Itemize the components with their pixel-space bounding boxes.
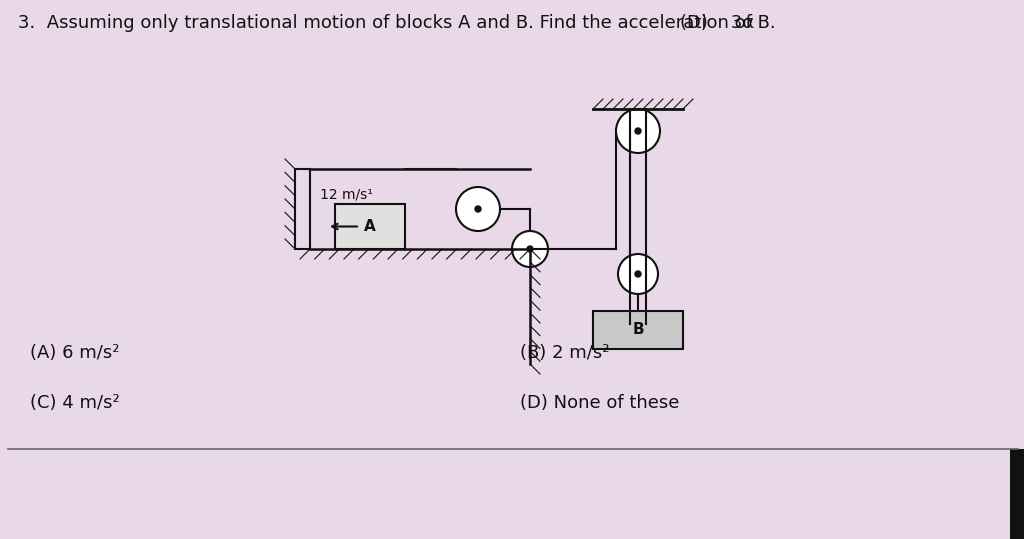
- Circle shape: [475, 206, 481, 212]
- Text: A: A: [365, 219, 376, 234]
- Text: 12 m/s¹: 12 m/s¹: [319, 188, 373, 202]
- Text: 3.  Assuming only translational motion of blocks A and B. Find the acceleration : 3. Assuming only translational motion of…: [18, 14, 775, 32]
- Bar: [593, 311, 683, 349]
- Text: (C) 4 m/s²: (C) 4 m/s²: [30, 394, 120, 412]
- Circle shape: [635, 128, 641, 134]
- Circle shape: [456, 187, 500, 231]
- Text: (D)    3α: (D) 3α: [680, 14, 755, 32]
- Text: (B) 2 m/s²: (B) 2 m/s²: [520, 344, 609, 362]
- Text: (D) None of these: (D) None of these: [520, 394, 679, 412]
- Circle shape: [512, 231, 548, 267]
- Circle shape: [527, 246, 534, 252]
- Text: B: B: [632, 322, 644, 337]
- Text: (A) 6 m/s²: (A) 6 m/s²: [30, 344, 120, 362]
- Bar: [295, 169, 310, 249]
- Bar: [335, 204, 406, 249]
- Circle shape: [616, 109, 660, 153]
- Circle shape: [618, 254, 658, 294]
- Bar: [1010, 449, 1024, 539]
- Circle shape: [635, 271, 641, 277]
